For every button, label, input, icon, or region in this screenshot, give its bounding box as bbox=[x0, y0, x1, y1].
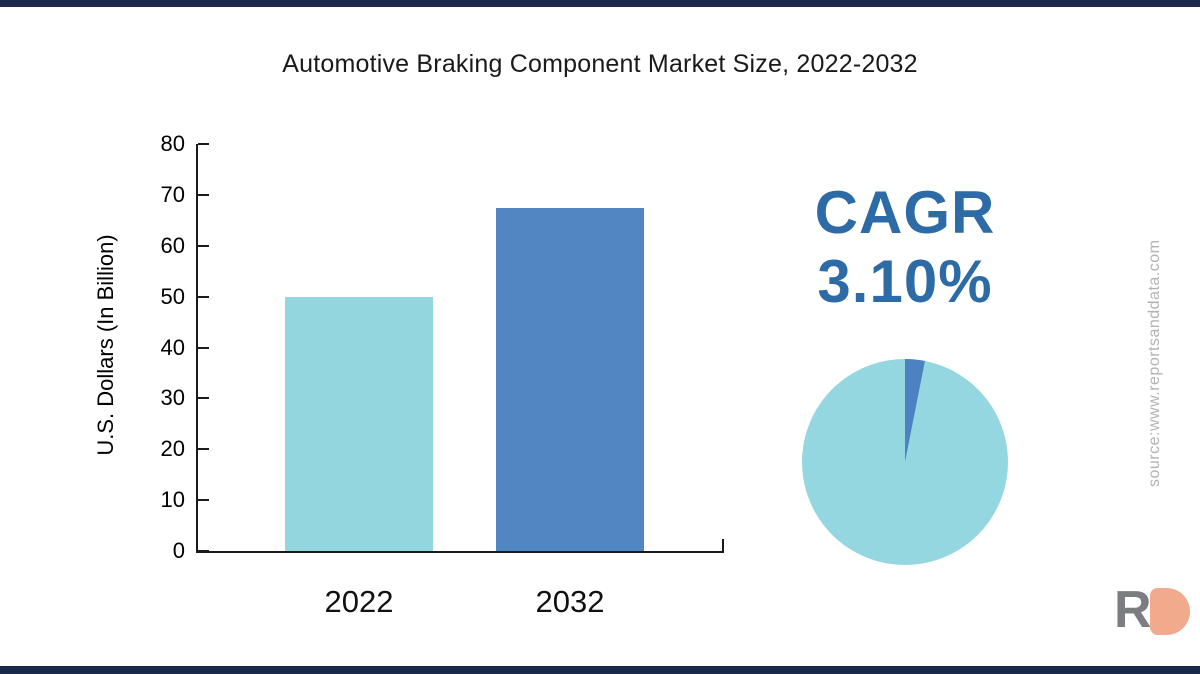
cagr-callout: CAGR 3.10% bbox=[755, 178, 1055, 316]
logo-letter-r: R bbox=[1114, 581, 1152, 639]
y-axis-line bbox=[196, 144, 198, 553]
x-category-label: 2032 bbox=[535, 584, 605, 619]
pie-small-slice bbox=[905, 359, 925, 462]
y-tick-mark bbox=[198, 397, 209, 400]
y-tick-label: 40 bbox=[160, 334, 185, 360]
y-tick-mark bbox=[198, 448, 209, 451]
logo-d-shape bbox=[1150, 588, 1190, 635]
x-axis-line bbox=[196, 551, 724, 553]
x-category-label: 2022 bbox=[324, 584, 394, 619]
y-tick-label: 60 bbox=[160, 232, 185, 258]
y-axis-title: U.S. Dollars (In Billion) bbox=[93, 234, 118, 456]
source-attribution: source:www.reportsanddata.com bbox=[1146, 239, 1163, 487]
bottom-border-bar bbox=[0, 666, 1200, 674]
y-tick-label: 50 bbox=[160, 283, 185, 309]
y-tick-mark bbox=[198, 143, 209, 145]
y-tick-mark bbox=[198, 193, 209, 196]
y-tick-label: 30 bbox=[160, 385, 185, 411]
brand-logo: R bbox=[1114, 581, 1194, 639]
cagr-value: 3.10% bbox=[817, 248, 993, 315]
cagr-label: CAGR bbox=[814, 179, 996, 246]
y-tick-label: 70 bbox=[160, 181, 185, 207]
y-tick-mark bbox=[198, 295, 209, 298]
y-tick-mark bbox=[198, 244, 209, 247]
y-tick-label: 20 bbox=[160, 436, 185, 462]
top-border-bar bbox=[0, 0, 1200, 7]
y-tick-label: 80 bbox=[160, 131, 185, 156]
bar-2032 bbox=[496, 207, 644, 551]
x-axis-end-tick bbox=[722, 539, 724, 551]
y-tick-mark bbox=[198, 550, 209, 552]
y-tick-mark bbox=[198, 499, 209, 502]
y-tick-label: 0 bbox=[172, 538, 185, 563]
pie-chart-svg bbox=[802, 359, 1008, 565]
y-tick-label: 10 bbox=[160, 487, 185, 513]
y-tick-mark bbox=[198, 346, 209, 349]
bar-2022 bbox=[285, 296, 433, 551]
chart-title: Automotive Braking Component Market Size… bbox=[282, 50, 918, 78]
pie-chart bbox=[799, 356, 1011, 568]
